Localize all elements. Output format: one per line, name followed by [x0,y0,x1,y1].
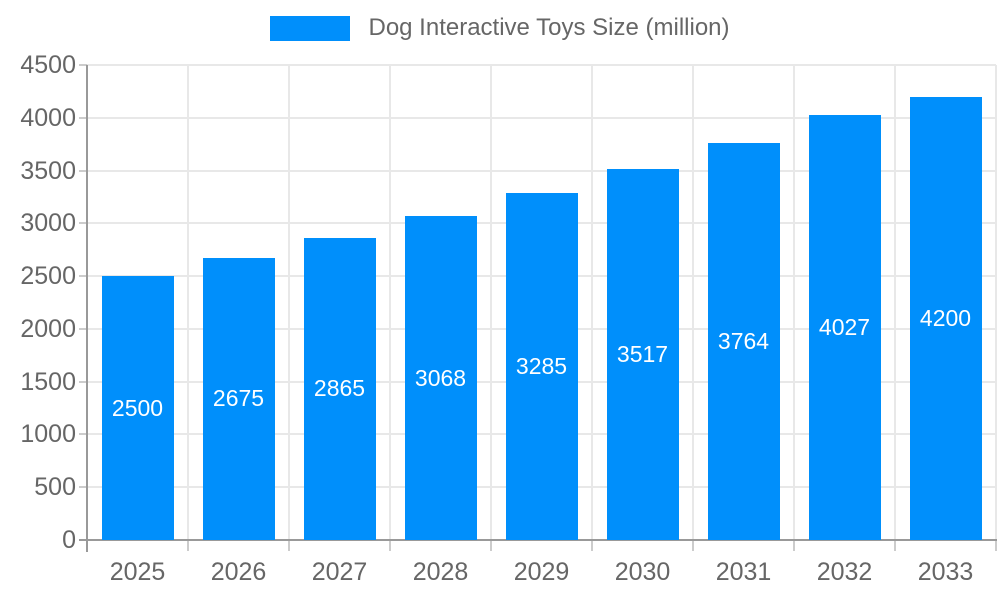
x-axis-tick-label: 2029 [513,558,570,586]
gridline-vertical [692,65,694,540]
bar-value-label: 4027 [818,313,871,340]
y-axis-tick-label: 2000 [20,314,76,343]
gridline-horizontal [87,64,996,66]
bar-value-label: 4200 [919,304,972,331]
x-axis-tick-label: 2032 [816,558,873,586]
y-axis-tick [79,380,87,383]
bar-value-label: 3068 [414,364,467,391]
y-axis-tick [79,222,87,225]
bar-value-label: 2865 [313,375,366,402]
gridline-vertical [591,65,593,540]
x-axis-tick-label: 2028 [412,558,469,586]
y-axis-line [86,65,88,552]
bar-value-label: 3517 [616,340,669,367]
y-axis-tick-label: 3500 [20,156,76,185]
x-axis-tick [591,540,593,551]
gridline-vertical [490,65,492,540]
bar: 2865 [303,237,376,540]
x-axis-line [79,539,997,541]
y-axis-tick-label: 4500 [20,51,76,79]
bar-value-label: 3285 [515,353,568,380]
y-axis-tick-label: 0 [62,526,76,554]
x-axis-tick [288,540,290,551]
y-axis-tick [79,169,87,172]
bar: 2675 [202,257,275,540]
legend-label: Dog Interactive Toys Size (million) [368,14,730,41]
x-axis-tick [894,540,896,551]
x-axis-tick [995,540,997,551]
x-axis-tick-label: 2027 [311,558,368,586]
x-axis-tick-label: 2026 [210,558,267,586]
x-axis-tick-label: 2033 [917,558,974,586]
y-axis-tick-label: 500 [34,473,76,502]
y-axis-tick [79,116,87,119]
bar: 4200 [909,96,982,540]
legend[interactable]: Dog Interactive Toys Size (million) [0,14,1000,42]
x-axis-tick [490,540,492,551]
bar-value-label: 3764 [717,327,770,354]
bar: 2500 [101,276,174,540]
y-axis-tick-label: 2500 [20,262,76,291]
gridline-vertical [389,65,391,540]
x-axis-tick-label: 2025 [109,558,166,586]
y-axis-tick-label: 3000 [20,209,76,238]
y-axis-tick [79,327,87,330]
x-axis-tick-label: 2030 [614,558,671,586]
gridline-horizontal [87,169,996,172]
gridline-vertical [793,65,795,540]
x-axis-tick [793,540,795,551]
gridline-vertical [288,65,290,540]
bar: 3764 [707,142,780,540]
x-axis-tick [187,540,189,551]
legend-swatch-icon [270,15,351,41]
bar: 3068 [404,216,477,540]
gridline-horizontal [87,116,996,119]
gridline-vertical [894,65,896,540]
x-axis-tick [692,540,694,551]
gridline-vertical [187,65,189,540]
x-axis-tick-label: 2031 [715,558,772,586]
y-axis-tick [79,64,87,66]
gridline-vertical [995,65,997,540]
bar-value-label: 2500 [111,394,164,421]
bar-value-label: 2675 [212,385,265,412]
y-axis-tick [79,486,87,489]
y-axis-tick-label: 4000 [20,103,76,132]
y-axis-tick [79,433,87,436]
y-axis-tick-label: 1000 [20,420,76,449]
y-axis-tick [79,275,87,278]
bar: 3285 [505,193,578,540]
bar: 3517 [606,168,679,540]
x-axis-tick [389,540,391,551]
y-axis-tick-label: 1500 [20,367,76,396]
bar: 4027 [808,114,881,540]
